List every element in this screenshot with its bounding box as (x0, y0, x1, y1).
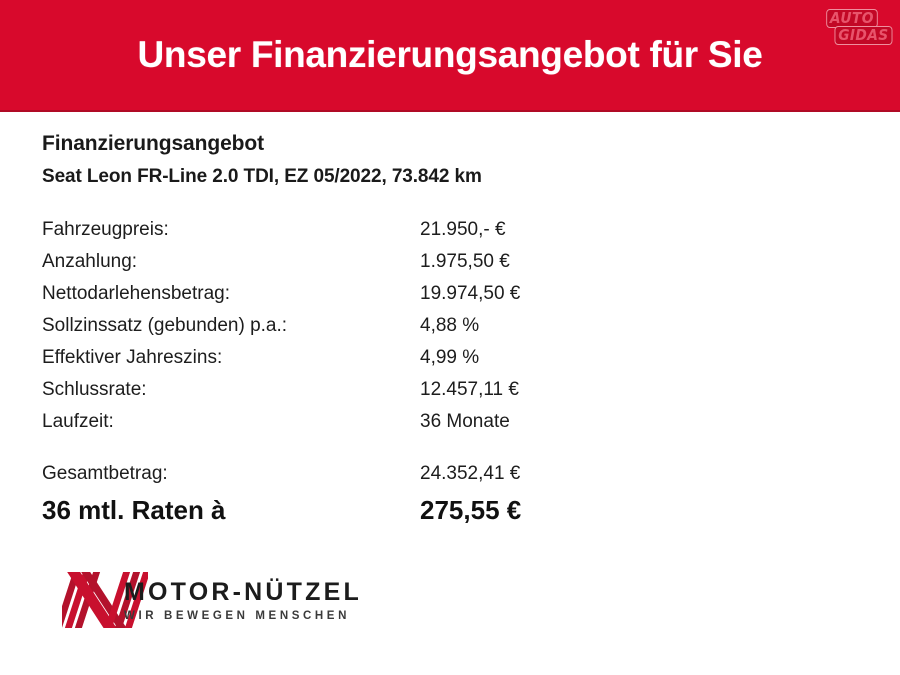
total-label: Gesamtbetrag: (42, 463, 168, 484)
watermark-text-gidas: GIDAS (834, 26, 893, 45)
row-label: Sollzinssatz (gebunden) p.a.: (42, 315, 288, 336)
table-row: Anzahlung: 1.975,50 € (42, 251, 862, 283)
vehicle-description: Seat Leon FR-Line 2.0 TDI, EZ 05/2022, 7… (42, 166, 482, 187)
dealer-wordmark-block: MOTOR-NÜTZEL WIR BEWEGEN MENSCHEN (124, 578, 362, 623)
dealer-logo: MOTOR-NÜTZEL WIR BEWEGEN MENSCHEN (62, 570, 372, 632)
page-title: Unser Finanzierungsangebot für Sie (137, 34, 763, 75)
row-value: 21.950,- € (420, 219, 506, 240)
row-label: Fahrzeugpreis: (42, 219, 169, 240)
row-label: Nettodarlehensbetrag: (42, 283, 231, 304)
row-value: 19.974,50 € (420, 283, 521, 304)
table-row: Sollzinssatz (gebunden) p.a.: 4,88 % (42, 315, 862, 347)
watermark-plate: AUTO GIDAS (822, 6, 893, 48)
dealer-tagline: WIR BEWEGEN MENSCHEN (124, 610, 350, 622)
table-row-monthly-payment: 36 mtl. Raten à 275,55 € (42, 495, 862, 535)
watermark-text-auto: AUTO (826, 9, 878, 28)
row-label: Schlussrate: (42, 379, 147, 400)
totals-table: Gesamtbetrag: 24.352,41 € 36 mtl. Raten … (42, 463, 862, 535)
row-value: 4,88 % (420, 315, 480, 336)
offer-content: Finanzierungsangebot Seat Leon FR-Line 2… (42, 130, 862, 535)
monthly-payment-value: 275,55 € (420, 495, 522, 525)
offer-heading: Finanzierungsangebot (42, 132, 265, 155)
table-row: Schlussrate: 12.457,11 € (42, 379, 862, 411)
table-row: Nettodarlehensbetrag: 19.974,50 € (42, 283, 862, 315)
row-label: Effektiver Jahreszins: (42, 347, 223, 368)
table-row-total: Gesamtbetrag: 24.352,41 € (42, 463, 862, 495)
autogidas-watermark-logo: AUTO GIDAS (822, 6, 893, 48)
row-value: 36 Monate (420, 411, 510, 432)
row-value: 4,99 % (420, 347, 480, 368)
header-banner: Unser Finanzierungsangebot für Sie AUTO … (0, 0, 900, 112)
finance-details-table: Fahrzeugpreis: 21.950,- € Anzahlung: 1.9… (42, 219, 862, 443)
row-value: 12.457,11 € (420, 379, 519, 400)
total-value: 24.352,41 € (420, 463, 521, 484)
table-row: Laufzeit: 36 Monate (42, 411, 862, 443)
table-row: Effektiver Jahreszins: 4,99 % (42, 347, 862, 379)
dealer-name: MOTOR-NÜTZEL (124, 578, 362, 606)
table-row: Fahrzeugpreis: 21.950,- € (42, 219, 862, 251)
row-label: Anzahlung: (42, 251, 138, 272)
row-label: Laufzeit: (42, 411, 114, 432)
monthly-payment-label: 36 mtl. Raten à (42, 495, 226, 525)
row-value: 1.975,50 € (420, 251, 510, 272)
